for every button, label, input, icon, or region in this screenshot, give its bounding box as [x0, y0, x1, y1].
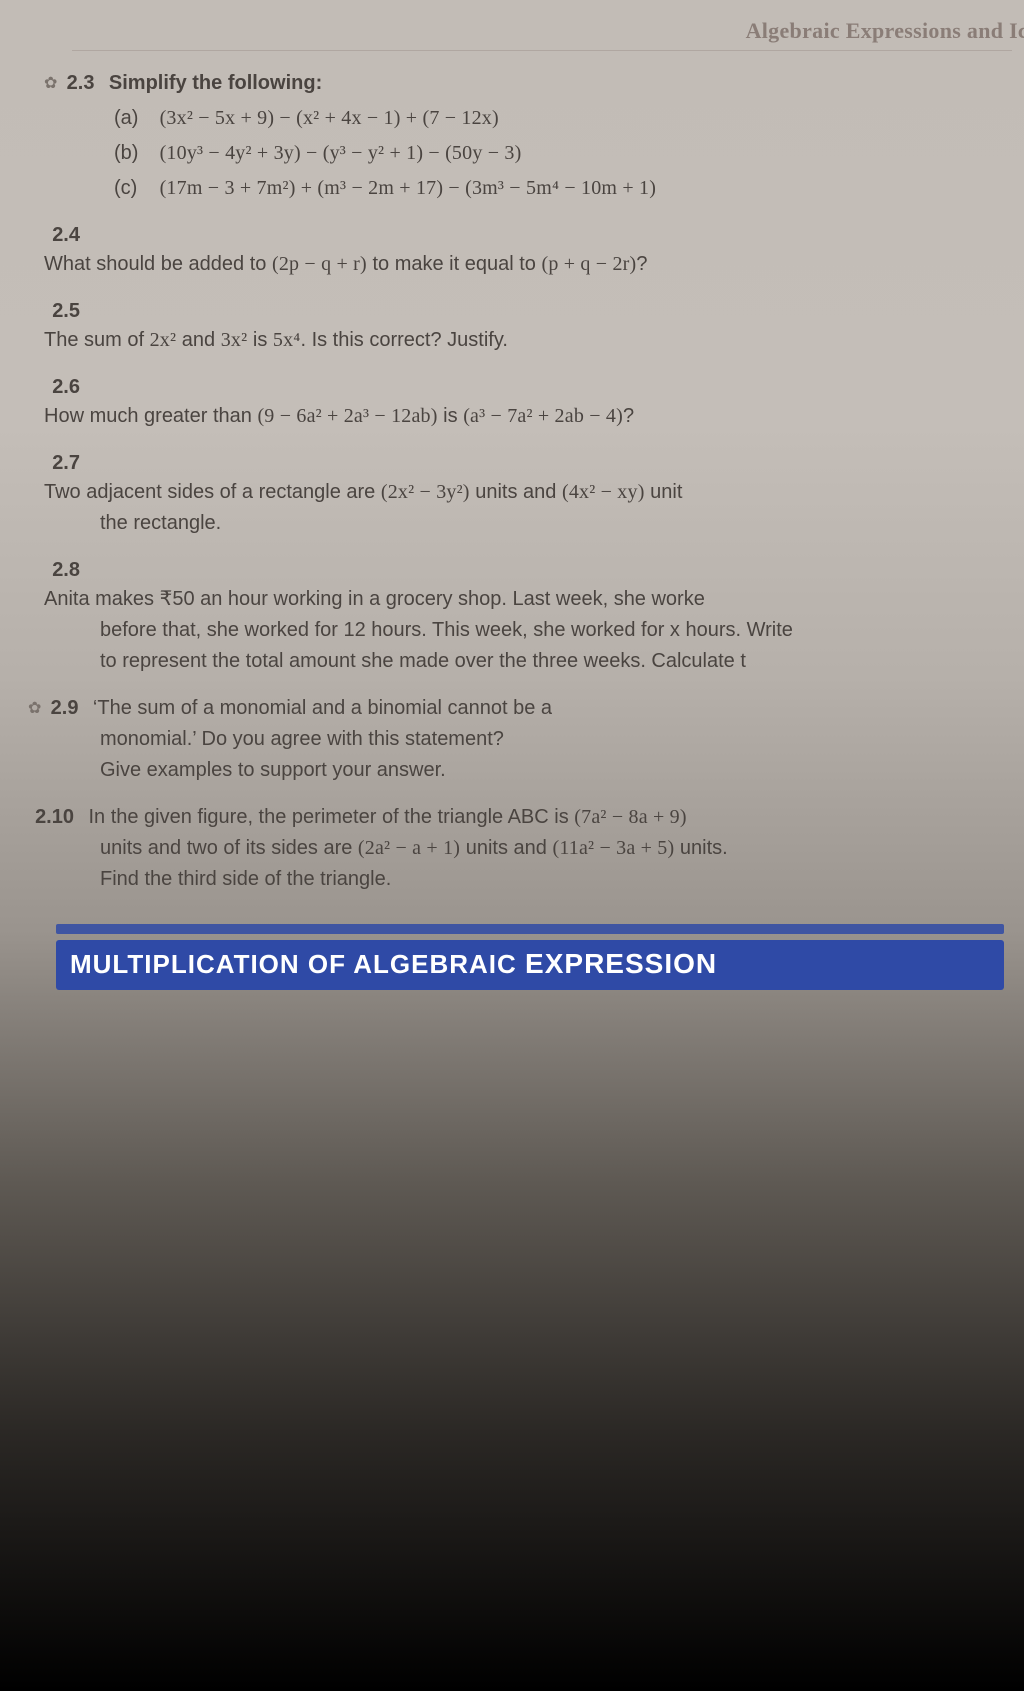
problem-text: unit [645, 481, 683, 503]
banner-emph: EXPRESSION [525, 948, 717, 979]
problem-text: The sum of [44, 329, 150, 351]
problem-text: ‘The sum of a monomial and a binomial ca… [93, 694, 1023, 723]
problem-text-contd: monomial.’ Do you agree with this statem… [28, 725, 1024, 754]
problem-2-4: 2.4 What should be added to (2p − q + r)… [44, 221, 1024, 279]
problem-2-3: ✿ 2.3 Simplify the following: (a) (3x² −… [44, 69, 1024, 203]
problem-text: units and two of its sides are [100, 837, 358, 859]
problem-text: Two adjacent sides of a rectangle are [44, 481, 381, 503]
subproblem-b: (b) (10y³ − 4y² + 3y) − (y³ − y² + 1) − … [114, 139, 1024, 168]
problem-text-contd: to represent the total amount she made o… [44, 647, 1024, 676]
banner-strip [56, 924, 1004, 934]
problem-text: What should be added to [44, 253, 272, 275]
problem-2-5: 2.5 The sum of 2x² and 3x² is 5x⁴. Is th… [44, 297, 1024, 355]
problem-text-contd: Find the third side of the triangle. [28, 865, 1024, 894]
problem-text-contd: before that, she worked for 12 hours. Th… [44, 616, 1024, 645]
gear-icon: ✿ [44, 72, 56, 95]
math-expression: 5x⁴ [273, 329, 301, 351]
math-expression: (9 − 6a² + 2a³ − 12ab) [257, 405, 437, 427]
problem-2-8: 2.8 Anita makes ₹50 an hour working in a… [44, 556, 1024, 676]
problem-2-10: 2.10 In the given figure, the perimeter … [28, 803, 1024, 894]
subproblem-c: (c) (17m − 3 + 7m²) + (m³ − 2m + 17) − (… [114, 174, 1024, 203]
problem-text: ? [623, 405, 634, 427]
problem-number: 2.9 [42, 694, 88, 723]
problem-2-9: ✿ 2.9 ‘The sum of a monomial and a binom… [28, 694, 1024, 785]
problem-text: In the given figure, the perimeter of th… [88, 806, 574, 828]
problem-text-contd: Give examples to support your answer. [28, 756, 1024, 785]
subproblem-label: (b) [114, 139, 154, 168]
problem-number: 2.7 [44, 449, 90, 478]
problem-text: Anita makes ₹50 an hour working in a gro… [44, 585, 974, 614]
problem-text: . Is this correct? Justify. [300, 329, 507, 351]
chapter-title: Algebraic Expressions and Ic [44, 18, 1024, 44]
math-expression: 3x² [221, 329, 248, 351]
subproblem-a: (a) (3x² − 5x + 9) − (x² + 4x − 1) + (7 … [114, 104, 1024, 133]
problem-text: How much greater than [44, 405, 257, 427]
page-photo-wrap: Algebraic Expressions and Ic ✿ 2.3 Simpl… [0, 0, 1024, 1691]
problem-2-7: 2.7 Two adjacent sides of a rectangle ar… [44, 449, 1024, 538]
problem-number: 2.3 [58, 69, 104, 98]
problem-text: units and [460, 837, 552, 859]
problem-2-6: 2.6 How much greater than (9 − 6a² + 2a³… [44, 373, 1024, 431]
subproblem-list: (a) (3x² − 5x + 9) − (x² + 4x − 1) + (7 … [44, 104, 1024, 203]
banner-text: MULTIPLICATION OF ALGEBRAIC [70, 949, 525, 979]
subproblem-label: (c) [114, 174, 154, 203]
problem-text: units. [674, 837, 727, 859]
math-expression: (a³ − 7a² + 2ab − 4) [463, 405, 623, 427]
math-expression: (p + q − 2r) [541, 253, 636, 275]
problem-text: ? [636, 253, 647, 275]
problem-number: 2.8 [44, 556, 90, 585]
math-expression: (4x² − xy) [562, 481, 645, 503]
problem-lead: Simplify the following: [109, 72, 322, 94]
problem-text: and [176, 329, 220, 351]
math-expression: (2p − q + r) [272, 253, 367, 275]
problem-number: 2.10 [28, 803, 84, 832]
problem-text: is [438, 405, 464, 427]
math-expression: (11a² − 3a + 5) [552, 837, 674, 859]
math-expression: (2x² − 3y²) [381, 481, 470, 503]
problem-text-contd: the rectangle. [44, 509, 1024, 538]
gear-icon: ✿ [28, 697, 40, 720]
math-expression: (2a² − a + 1) [358, 837, 460, 859]
section-banner: MULTIPLICATION OF ALGEBRAIC EXPRESSION [56, 924, 1004, 990]
problem-number: 2.4 [44, 221, 90, 250]
problem-text: is [247, 329, 273, 351]
problem-number: 2.5 [44, 297, 90, 326]
math-expression: (7a² − 8a + 9) [574, 806, 686, 828]
problem-text: units and [470, 481, 562, 503]
subproblem-label: (a) [114, 104, 154, 133]
math-expression: (3x² − 5x + 9) − (x² + 4x − 1) + (7 − 12… [160, 107, 499, 129]
textbook-page: Algebraic Expressions and Ic ✿ 2.3 Simpl… [0, 0, 1024, 1150]
math-expression: (10y³ − 4y² + 3y) − (y³ − y² + 1) − (50y… [160, 142, 522, 164]
banner-title: MULTIPLICATION OF ALGEBRAIC EXPRESSION [56, 940, 1004, 990]
problem-text: to make it equal to [367, 253, 542, 275]
math-expression: (17m − 3 + 7m²) + (m³ − 2m + 17) − (3m³ … [160, 177, 657, 199]
problem-number: 2.6 [44, 373, 90, 402]
header-rule [72, 50, 1012, 51]
math-expression: 2x² [150, 329, 177, 351]
